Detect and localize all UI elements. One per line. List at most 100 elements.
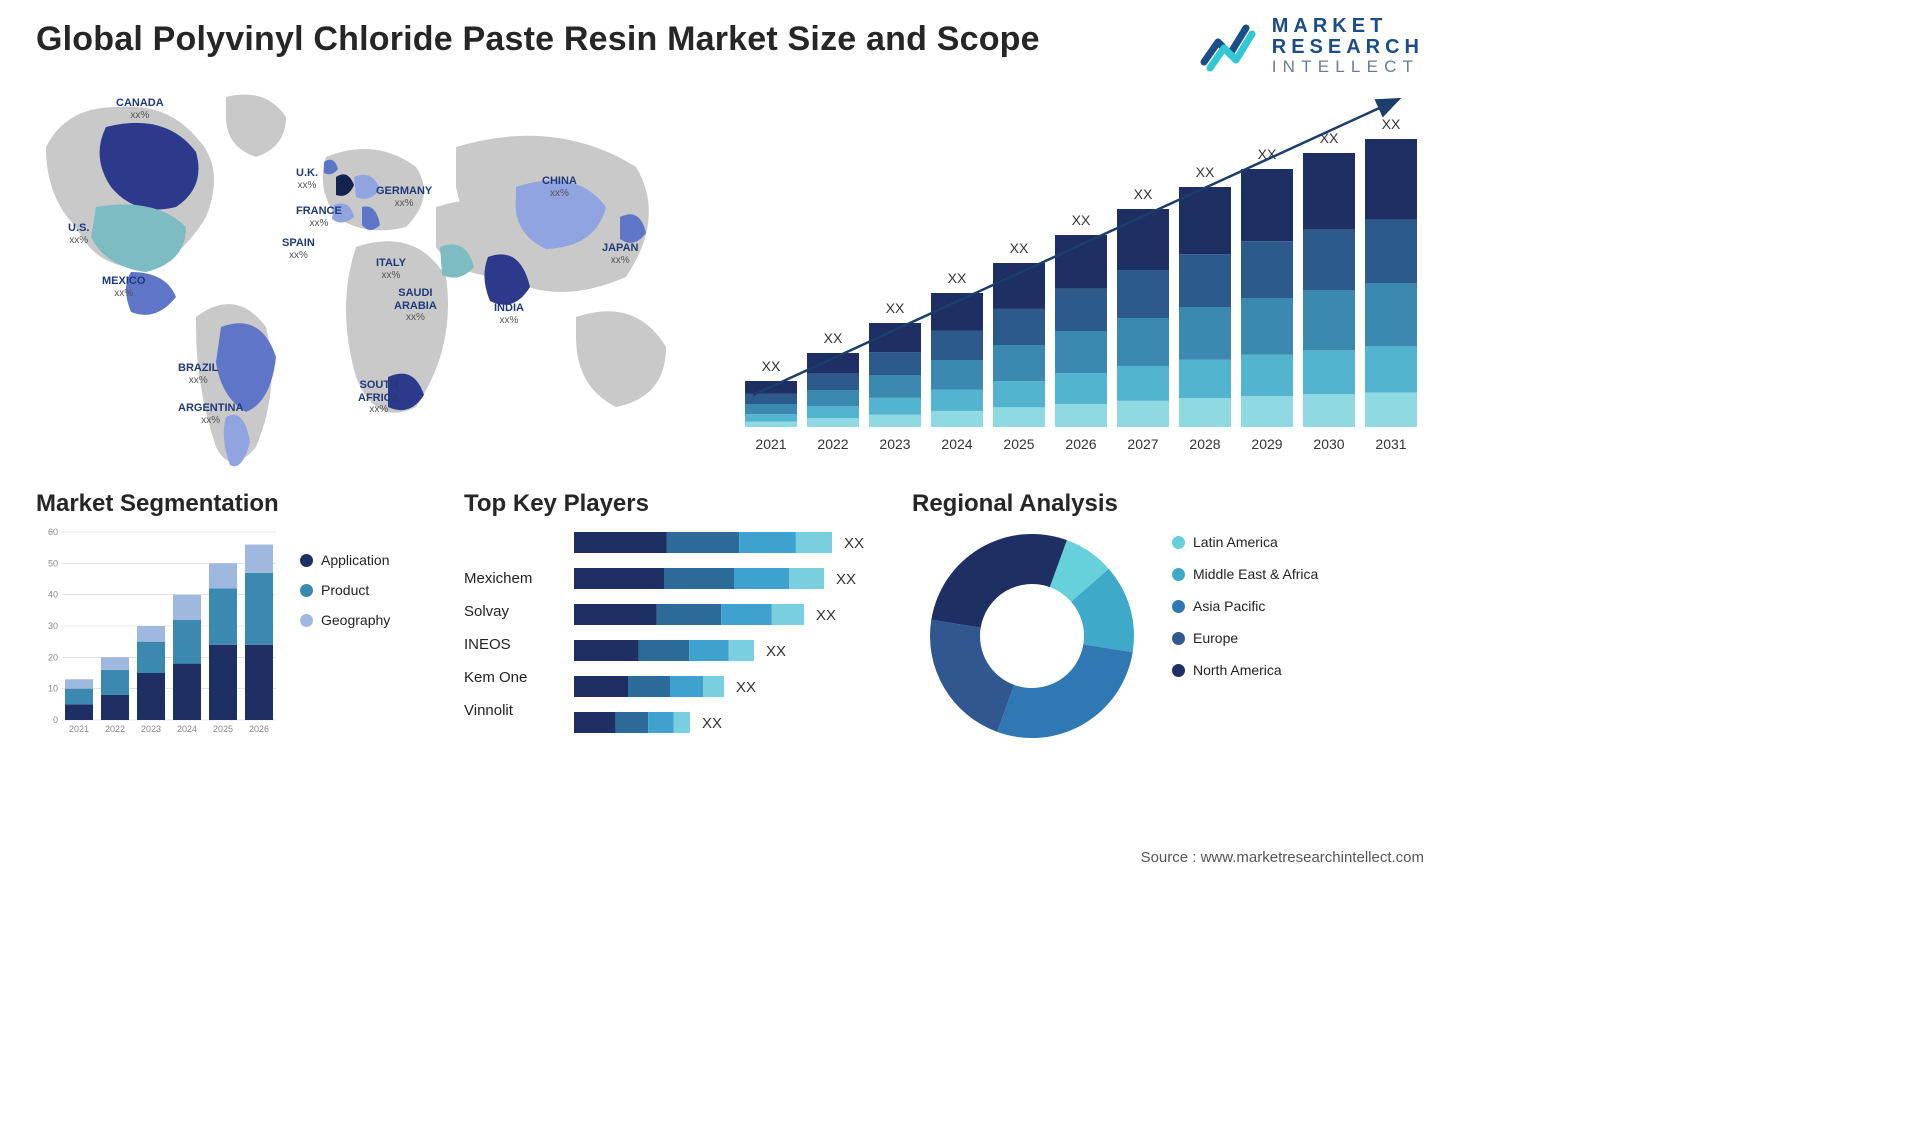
players-name-list: MexichemSolvayINEOSKem OneVinnolit (464, 570, 560, 756)
brand-logo: MARKET RESEARCH INTELLECT (1200, 16, 1424, 76)
logo-text-line1: MARKET (1272, 16, 1424, 37)
svg-text:XX: XX (1382, 116, 1401, 132)
map-country-label: U.S.xx% (68, 222, 89, 246)
map-country-label: SPAINxx% (282, 237, 315, 261)
svg-text:2022: 2022 (105, 724, 125, 734)
map-country-label: FRANCExx% (296, 205, 342, 229)
svg-text:XX: XX (762, 358, 781, 374)
svg-text:XX: XX (844, 535, 864, 552)
svg-text:2022: 2022 (817, 436, 848, 452)
svg-text:XX: XX (1134, 186, 1153, 202)
legend-dot-icon (300, 584, 313, 597)
svg-text:50: 50 (48, 558, 58, 568)
growth-chart-panel: XXXXXXXXXXXXXXXXXXXXXX 20212022202320242… (726, 77, 1432, 482)
regional-legend: Latin America Middle East & Africa Asia Pa… (1172, 534, 1318, 678)
svg-text:XX: XX (1196, 164, 1215, 180)
svg-text:30: 30 (48, 621, 58, 631)
map-country-label: ITALYxx% (376, 257, 406, 281)
legend-label: Application (321, 552, 390, 568)
legend-dot-icon (1172, 600, 1185, 613)
regional-panel: Regional Analysis Latin America Middle Ea… (912, 490, 1432, 780)
svg-text:2023: 2023 (141, 724, 161, 734)
legend-label: Geography (321, 612, 390, 628)
map-country-label: CHINAxx% (542, 175, 577, 199)
svg-text:2024: 2024 (941, 436, 972, 452)
svg-text:2026: 2026 (1065, 436, 1096, 452)
growth-stacked-bar-chart: XXXXXXXXXXXXXXXXXXXXXX 20212022202320242… (726, 77, 1432, 477)
legend-item: Application (300, 552, 390, 568)
svg-text:2027: 2027 (1127, 436, 1158, 452)
legend-item: Middle East & Africa (1172, 566, 1318, 582)
map-country-label: JAPANxx% (602, 242, 638, 266)
players-hbar-chart: XX XX XX XX XX XX (574, 526, 874, 756)
svg-text:2028: 2028 (1189, 436, 1220, 452)
legend-item: Europe (1172, 630, 1318, 646)
legend-label: Product (321, 582, 369, 598)
legend-dot-icon (1172, 568, 1185, 581)
legend-item: North America (1172, 662, 1318, 678)
svg-text:2031: 2031 (1375, 436, 1406, 452)
regional-title: Regional Analysis (912, 490, 1432, 518)
legend-label: Middle East & Africa (1193, 566, 1318, 582)
svg-text:2023: 2023 (879, 436, 910, 452)
map-country-label: CANADAxx% (116, 97, 164, 121)
svg-text:2021: 2021 (755, 436, 786, 452)
players-title: Top Key Players (464, 490, 884, 518)
legend-label: North America (1193, 662, 1282, 678)
segmentation-bar-chart: 0 10 20 30 40 50 60 2021 2022 2023 2024 2025 2026 (36, 526, 286, 746)
logo-mark-icon (1200, 18, 1262, 74)
player-name: Mexichem (464, 570, 560, 587)
svg-text:2025: 2025 (1003, 436, 1034, 452)
map-country-label: BRAZILxx% (178, 362, 218, 386)
svg-text:2026: 2026 (249, 724, 269, 734)
segmentation-legend: Application Product Geography (300, 552, 390, 628)
map-country-label: ARGENTINAxx% (178, 402, 243, 426)
svg-text:20: 20 (48, 652, 58, 662)
svg-text:XX: XX (824, 330, 843, 346)
segmentation-panel: Market Segmentation 0 10 20 30 40 50 60 2021 20… (36, 490, 436, 780)
svg-text:40: 40 (48, 590, 58, 600)
logo-text-line3: INTELLECT (1272, 58, 1424, 76)
svg-text:XX: XX (766, 643, 786, 660)
map-country-label: SOUTHAFRICAxx% (358, 379, 400, 416)
player-name: Vinnolit (464, 702, 560, 719)
legend-label: Asia Pacific (1193, 598, 1265, 614)
segmentation-title: Market Segmentation (36, 490, 436, 518)
legend-dot-icon (1172, 536, 1185, 549)
svg-text:XX: XX (1072, 212, 1091, 228)
svg-text:2021: 2021 (69, 724, 89, 734)
svg-text:2025: 2025 (213, 724, 233, 734)
legend-label: Europe (1193, 630, 1238, 646)
svg-text:10: 10 (48, 684, 58, 694)
logo-text-line2: RESEARCH (1272, 37, 1424, 58)
svg-text:XX: XX (816, 607, 836, 624)
svg-text:0: 0 (53, 715, 58, 725)
map-country-label: SAUDIARABIAxx% (394, 287, 437, 324)
svg-text:2030: 2030 (1313, 436, 1344, 452)
svg-text:2024: 2024 (177, 724, 197, 734)
svg-text:XX: XX (948, 270, 967, 286)
map-country-label: U.K.xx% (296, 167, 318, 191)
player-name: INEOS (464, 636, 560, 653)
regional-donut-chart (912, 526, 1152, 746)
legend-dot-icon (1172, 664, 1185, 677)
map-country-label: GERMANYxx% (376, 185, 432, 209)
svg-text:XX: XX (1320, 130, 1339, 146)
legend-item: Latin America (1172, 534, 1318, 550)
svg-text:60: 60 (48, 527, 58, 537)
svg-text:XX: XX (836, 571, 856, 588)
legend-dot-icon (300, 554, 313, 567)
player-name: Kem One (464, 669, 560, 686)
legend-item: Asia Pacific (1172, 598, 1318, 614)
world-map-panel: CANADAxx%U.S.xx%MEXICOxx%BRAZILxx%ARGENT… (36, 77, 686, 482)
legend-item: Geography (300, 612, 390, 628)
legend-label: Latin America (1193, 534, 1278, 550)
players-panel: Top Key Players MexichemSolvayINEOSKem O… (464, 490, 884, 780)
svg-text:XX: XX (886, 300, 905, 316)
map-country-label: INDIAxx% (494, 302, 524, 326)
legend-dot-icon (1172, 632, 1185, 645)
svg-text:XX: XX (736, 679, 756, 696)
svg-text:XX: XX (702, 715, 722, 732)
svg-text:XX: XX (1010, 240, 1029, 256)
source-attribution: Source : www.marketresearchintellect.com (1141, 849, 1424, 866)
